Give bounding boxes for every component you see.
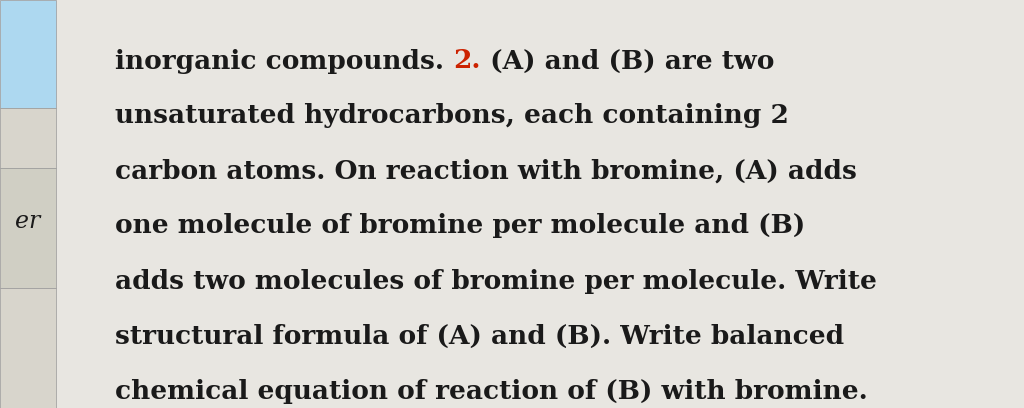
Text: carbon atoms. On reaction with bromine, (A) adds: carbon atoms. On reaction with bromine, … bbox=[115, 158, 857, 184]
Text: er: er bbox=[15, 211, 41, 233]
Bar bbox=[0, 288, 56, 408]
Text: 2.: 2. bbox=[454, 49, 480, 73]
Text: one molecule of bromine per molecule and (B): one molecule of bromine per molecule and… bbox=[115, 213, 805, 239]
Text: unsaturated hydrocarbons, each containing 2: unsaturated hydrocarbons, each containin… bbox=[115, 104, 788, 129]
Bar bbox=[0, 108, 56, 168]
Bar bbox=[0, 168, 56, 288]
Text: (A) and (B) are two: (A) and (B) are two bbox=[480, 49, 774, 73]
Text: adds two molecules of bromine per molecule. Write: adds two molecules of bromine per molecu… bbox=[115, 268, 877, 293]
Text: inorganic compounds.: inorganic compounds. bbox=[115, 49, 454, 73]
Text: chemical equation of reaction of (B) with bromine.: chemical equation of reaction of (B) wit… bbox=[115, 379, 867, 404]
Bar bbox=[0, 0, 56, 108]
Text: structural formula of (A) and (B). Write balanced: structural formula of (A) and (B). Write… bbox=[115, 324, 844, 348]
